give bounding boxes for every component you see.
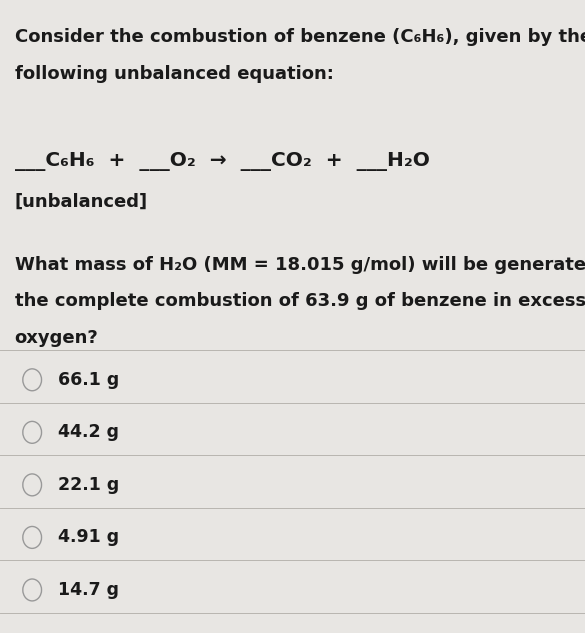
Text: 4.91 g: 4.91 g [58,529,119,546]
Text: What mass of H₂O (MM = 18.015 g/mol) will be generated by: What mass of H₂O (MM = 18.015 g/mol) wil… [15,256,585,274]
Text: 22.1 g: 22.1 g [58,476,120,494]
Text: Consider the combustion of benzene (C₆H₆), given by the: Consider the combustion of benzene (C₆H₆… [15,28,585,46]
Text: the complete combustion of 63.9 g of benzene in excess: the complete combustion of 63.9 g of ben… [15,292,585,310]
Text: 66.1 g: 66.1 g [58,371,120,389]
Text: oxygen?: oxygen? [15,329,98,346]
Text: following unbalanced equation:: following unbalanced equation: [15,65,333,83]
Text: 14.7 g: 14.7 g [58,581,119,599]
Text: [unbalanced]: [unbalanced] [15,193,148,211]
Text: 44.2 g: 44.2 g [58,423,119,441]
Text: ___C₆H₆  +  ___O₂  →  ___CO₂  +  ___H₂O: ___C₆H₆ + ___O₂ → ___CO₂ + ___H₂O [15,152,429,171]
